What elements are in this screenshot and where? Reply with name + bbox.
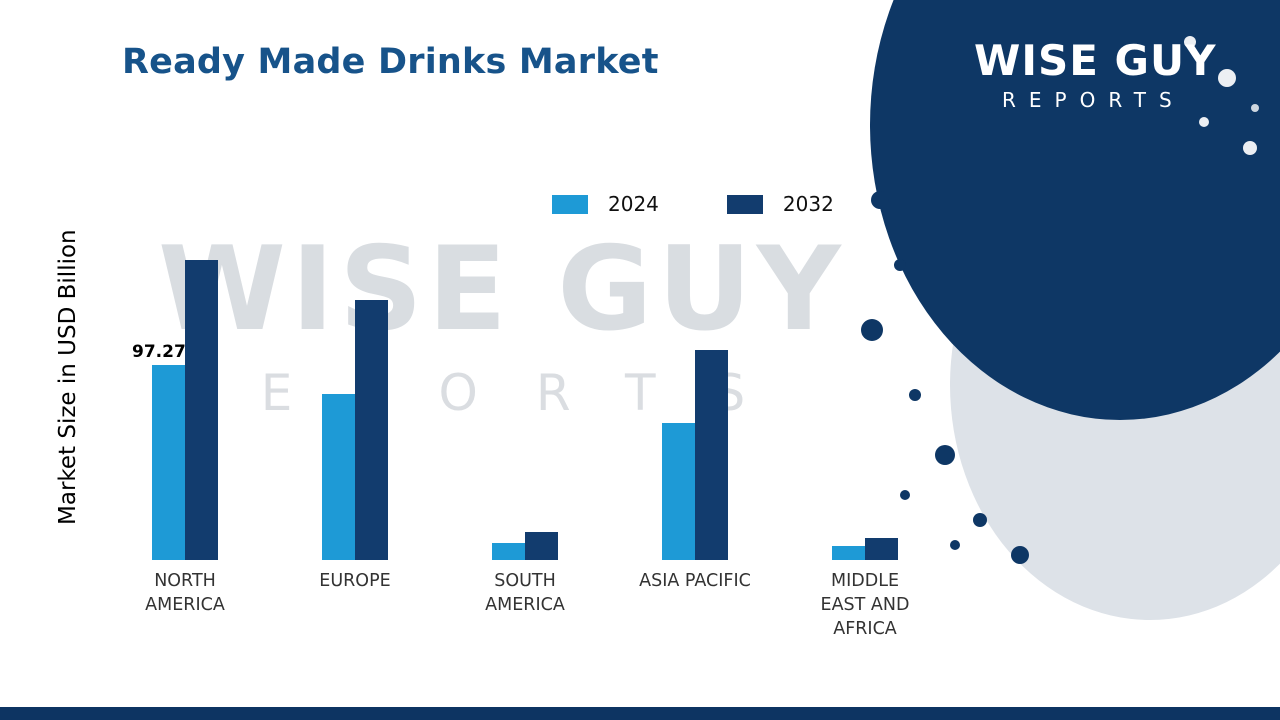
bar-2032 [525,532,558,560]
bar-2024 [662,423,695,560]
legend: 2024 2032 [552,192,834,216]
bottom-bar [0,707,1280,720]
category-label: MIDDLE EAST AND AFRICA [820,571,910,640]
bar-chart: 97.27 NORTH AMERICA EUROPE SOUTH AMERICA ASI… [100,250,950,639]
watermark: WISE GUY REPORTS [158,226,846,422]
bar-2032 [865,538,898,560]
bar-group: EUROPE [270,250,440,591]
legend-item-2024: 2024 [552,192,659,216]
bar-group: SOUTH AMERICA [440,250,610,615]
bar-2024 [832,546,865,560]
decor-dot [861,319,883,341]
decor-dot [1243,141,1257,155]
watermark-reports-text: REPORTS [168,363,804,422]
decor-dot [1218,69,1236,87]
logo-graphic [861,0,1280,620]
category-label: EUROPE [319,571,391,591]
logo-wordmark: WISE GUY [974,36,1217,85]
legend-swatch-2024 [552,194,588,214]
category-label: SOUTH AMERICA [485,571,565,616]
decor-dot [935,445,955,465]
decor-dot [973,513,987,527]
bar-2024: 97.27 [132,342,186,560]
decor-dot [1011,546,1029,564]
logo-circle [870,0,1280,420]
decor-dot [900,490,910,500]
bar-2024 [322,394,355,560]
decor-dot [871,191,889,209]
legend-item-2032: 2032 [726,192,834,216]
category-label: NORTH AMERICA [145,571,225,616]
bar-2032 [185,260,218,560]
decor-dot [894,259,906,271]
legend-swatch-2032 [726,194,763,214]
bar-2032 [695,350,728,560]
bar-value-label: 97.27 [132,342,186,362]
y-axis-label: Market Size in USD Billion [55,229,81,526]
logo-reports-text: REPORTS [1002,88,1185,112]
legend-label-2032: 2032 [782,192,834,216]
wiseguy-logo: WISE GUY REPORTS [860,0,1280,620]
decor-dot [950,540,960,550]
decor-dot [1251,104,1259,112]
bar-2024 [492,543,525,560]
bar-group: ASIA PACIFIC [610,250,780,591]
legend-label-2024: 2024 [608,192,659,216]
chart-title: Ready Made Drinks Market [122,42,659,82]
bar-2032 [355,300,388,560]
category-label: ASIA PACIFIC [639,571,751,591]
decor-dot [1184,36,1196,48]
decor-dot [1199,117,1209,127]
bar-group: 97.27 NORTH AMERICA [100,250,270,615]
bar-group: MIDDLE EAST AND AFRICA [780,250,950,639]
decor-dot [909,389,921,401]
watermark-wiseguy-text: WISE GUY [158,222,846,357]
